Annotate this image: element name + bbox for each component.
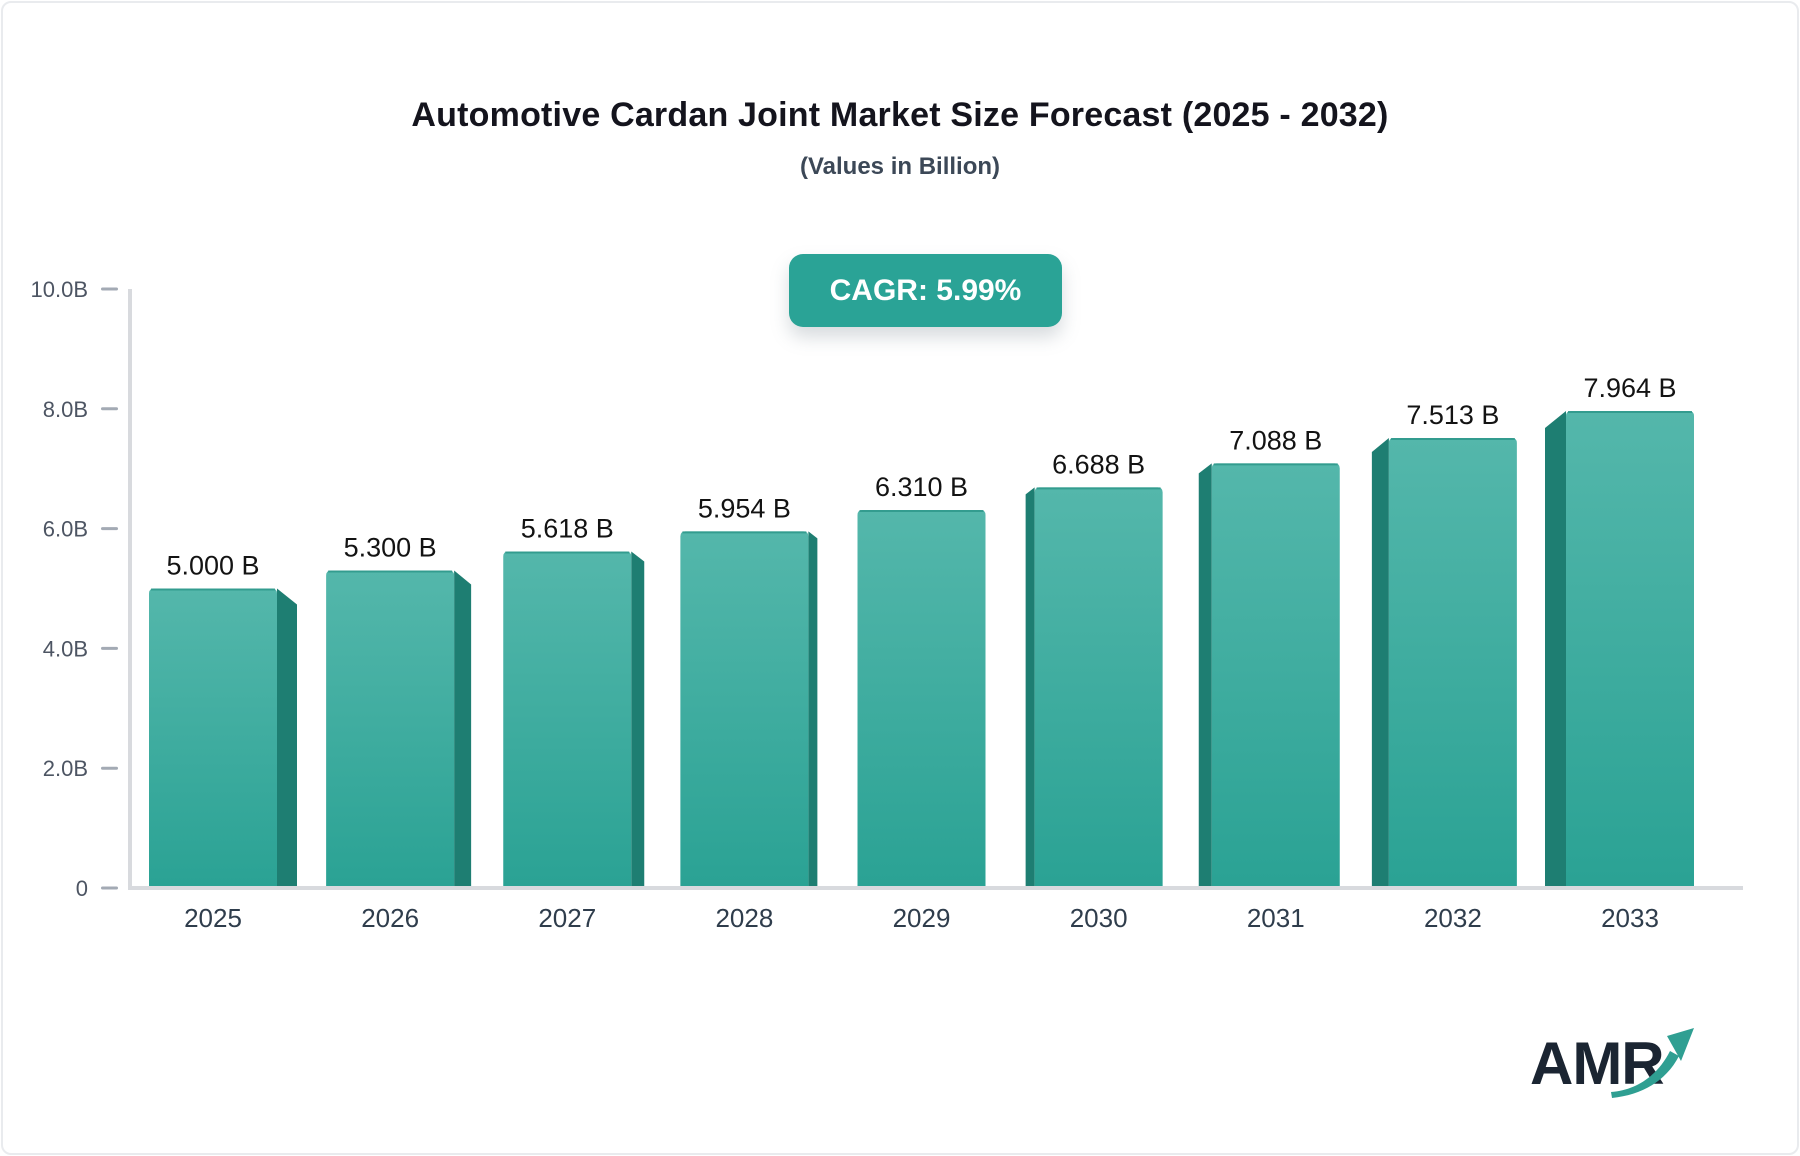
- y-tick-label: 2.0B: [43, 756, 88, 781]
- y-tick-dash: [101, 646, 118, 650]
- bar-2028: 5.954 B 2028: [680, 493, 818, 933]
- logo-arrowhead-icon: [1667, 1028, 1694, 1061]
- x-tick-label: 2026: [361, 903, 419, 933]
- amr-logo: AMR: [1528, 1018, 1718, 1114]
- cagr-badge-label: CAGR: 5.99%: [829, 273, 1022, 307]
- bar-front-face: [1388, 437, 1517, 888]
- bar-side-face: [454, 570, 472, 888]
- bar-side-face: [277, 588, 297, 888]
- x-tick-label: 2031: [1247, 903, 1305, 933]
- bar-value-label: 5.618 B: [521, 513, 614, 543]
- bar-side-face: [631, 551, 645, 888]
- bar-front-face: [1034, 487, 1163, 888]
- bar-value-label: 7.964 B: [1583, 373, 1676, 403]
- chart-header: Automotive Cardan Joint Market Size Fore…: [0, 0, 1800, 181]
- bar-front-face: [503, 551, 632, 888]
- bar-2030: 6.688 B 2030: [1025, 449, 1163, 933]
- bar-2026: 5.300 B 2026: [326, 533, 472, 933]
- x-tick-label: 2030: [1070, 903, 1128, 933]
- bar-front-face: [1211, 463, 1340, 888]
- bar-side-face: [1025, 487, 1035, 888]
- bar-front-face: [149, 588, 277, 888]
- bar-value-label: 7.088 B: [1229, 425, 1322, 455]
- bar-side-face: [1198, 463, 1212, 888]
- y-tick-label: 8.0B: [43, 397, 88, 422]
- logo-growth-arrow-icon: [1611, 1051, 1679, 1098]
- x-tick-label: 2027: [538, 903, 596, 933]
- bar-2025: 5.000 B 2025: [149, 551, 297, 933]
- bar-value-label: 5.954 B: [698, 493, 791, 523]
- y-tick-dash: [101, 527, 118, 531]
- y-tick-label: 6.0B: [43, 517, 88, 542]
- y-tick-label: 0: [76, 876, 88, 901]
- bar-side-face: [808, 531, 818, 888]
- bar-front-face: [680, 531, 809, 888]
- x-tick-label: 2032: [1424, 903, 1482, 933]
- x-axis-line: [128, 886, 1743, 890]
- bar-2031: 7.088 B 2031: [1198, 425, 1340, 933]
- bar-front-face: [326, 570, 455, 888]
- y-axis: 0 2.0B 4.0B 6.0B 8.0B 10.0B: [31, 277, 132, 901]
- chart-subtitle: (Values in Billion): [799, 153, 1001, 180]
- x-tick-label: 2033: [1601, 903, 1659, 933]
- amr-logo-graphic: AMR: [1530, 1028, 1694, 1098]
- bar-value-label: 5.300 B: [344, 533, 437, 563]
- x-tick-label: 2029: [893, 903, 951, 933]
- bar-2032: 7.513 B 2032: [1371, 400, 1517, 933]
- y-tick-dash: [101, 407, 118, 411]
- x-tick-label: 2025: [184, 903, 242, 933]
- bar-front-face: [1566, 410, 1694, 888]
- bar-value-label: 7.513 B: [1406, 400, 1499, 430]
- bar-front-face: [857, 510, 986, 888]
- y-tick-label: 4.0B: [43, 636, 88, 661]
- chart-title: Automotive Cardan Joint Market Size Fore…: [411, 96, 1389, 134]
- cagr-badge: CAGR: 5.99%: [789, 254, 1062, 327]
- bar-2033: 7.964 B 2033: [1545, 373, 1694, 933]
- bar-value-label: 6.310 B: [875, 472, 968, 502]
- bar-value-label: 6.688 B: [1052, 449, 1145, 479]
- bar-2029: 6.310 B 2029: [857, 472, 986, 933]
- y-tick-dash: [101, 766, 118, 770]
- bar-side-face: [1545, 410, 1566, 888]
- x-tick-label: 2028: [715, 903, 773, 933]
- y-axis-line: [128, 289, 132, 890]
- bar-2027: 5.618 B 2027: [503, 513, 645, 933]
- y-tick-label: 10.0B: [31, 277, 89, 302]
- bars: 5.000 B 2025 5.300 B 2026 5.618 B 2027 5.954 B…: [149, 373, 1694, 933]
- y-tick-dash: [101, 886, 118, 890]
- bar-value-label: 5.000 B: [166, 551, 259, 581]
- y-tick-dash: [101, 287, 118, 291]
- bar-side-face: [1371, 437, 1389, 888]
